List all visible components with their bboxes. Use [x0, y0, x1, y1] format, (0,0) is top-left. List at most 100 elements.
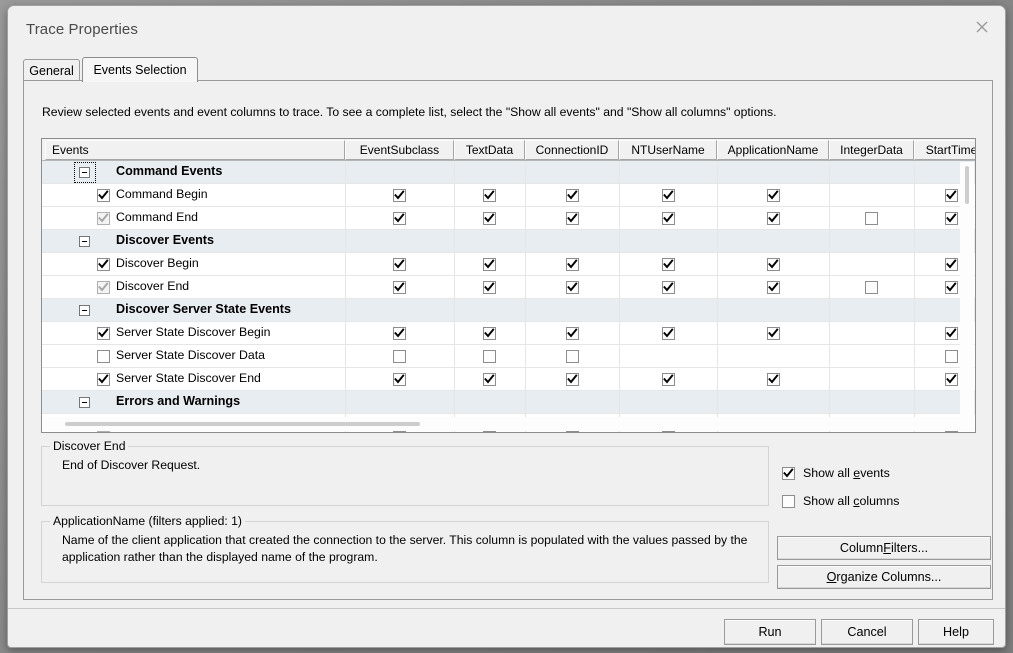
column-header-ntusername[interactable]: NTUserName [619, 140, 717, 160]
column-checkbox-connectionid[interactable] [565, 281, 579, 294]
show-all-events-checkbox[interactable] [782, 467, 795, 480]
column-checkbox-applicationname[interactable] [766, 281, 780, 294]
column-checkbox-ntusername[interactable] [661, 327, 675, 340]
run-button[interactable]: Run [724, 619, 816, 645]
column-header-applicationname[interactable]: ApplicationName [717, 140, 829, 160]
column-checkbox-textdata[interactable] [483, 212, 496, 225]
column-checkbox-textdata[interactable] [483, 281, 496, 294]
event-group-row[interactable]: Discover Events [42, 230, 975, 253]
horizontal-scroll-thumb[interactable] [65, 422, 420, 426]
column-header-events[interactable]: Events [45, 140, 345, 160]
column-header-starttime[interactable]: StartTime [914, 140, 975, 160]
cell-separator [619, 161, 620, 184]
collapse-expander-icon[interactable] [79, 236, 90, 247]
column-checkbox-textdata[interactable] [483, 189, 496, 202]
column-checkbox-textdata[interactable] [483, 327, 496, 340]
collapse-expander-icon[interactable] [79, 397, 90, 408]
column-checkbox-starttime[interactable] [945, 373, 958, 386]
collapse-expander-icon[interactable] [79, 305, 90, 316]
footer-separator [8, 608, 1005, 609]
column-checkbox-connectionid[interactable] [565, 327, 579, 340]
event-row[interactable]: Server State Discover Begin [42, 322, 975, 345]
grid-horizontal-scrollbar[interactable] [43, 417, 961, 431]
vertical-scroll-thumb[interactable] [965, 166, 969, 204]
column-checkbox-ntusername[interactable] [661, 189, 675, 202]
column-checkbox-textdata[interactable] [483, 258, 496, 271]
column-checkbox-ntusername[interactable] [661, 258, 675, 271]
event-name-label: Server State Discover Data [116, 348, 265, 362]
events-grid[interactable]: Events EventSubclass TextData ConnectionID N… [41, 138, 976, 433]
show-all-columns-checkbox[interactable] [782, 495, 795, 508]
cell-separator [717, 322, 718, 345]
cell-separator [525, 207, 526, 230]
help-button[interactable]: Help [918, 619, 994, 645]
event-enabled-checkbox[interactable] [97, 373, 110, 386]
column-checkbox-ntusername[interactable] [661, 212, 675, 225]
event-row[interactable]: Command End [42, 207, 975, 230]
column-header-eventsubclass[interactable]: EventSubclass [345, 140, 454, 160]
column-checkbox-applicationname[interactable] [766, 258, 780, 271]
column-checkbox-starttime[interactable] [945, 258, 958, 271]
title-bar: Trace Properties [8, 6, 1005, 50]
cell-separator [525, 299, 526, 322]
column-checkbox-textdata[interactable] [483, 350, 496, 363]
column-header-integerdata[interactable]: IntegerData [829, 140, 914, 160]
column-checkbox-eventsubclass[interactable] [393, 189, 406, 202]
event-group-row[interactable]: Errors and Warnings [42, 391, 975, 414]
cancel-button[interactable]: Cancel [821, 619, 913, 645]
event-enabled-checkbox[interactable] [97, 350, 110, 363]
column-checkbox-connectionid[interactable] [565, 350, 579, 363]
tab-general[interactable]: General [23, 59, 80, 81]
event-row[interactable]: Server State Discover Data [42, 345, 975, 368]
event-row[interactable]: Command Begin [42, 184, 975, 207]
column-header-textdata[interactable]: TextData [454, 140, 525, 160]
column-checkbox-connectionid[interactable] [565, 212, 579, 225]
column-checkbox-starttime[interactable] [945, 327, 958, 340]
event-description-text: End of Discover Request. [62, 458, 201, 472]
event-group-row[interactable]: Discover Server State Events [42, 299, 975, 322]
event-row[interactable]: Discover Begin [42, 253, 975, 276]
column-checkbox-eventsubclass[interactable] [393, 212, 406, 225]
event-enabled-checkbox[interactable] [97, 327, 110, 340]
column-checkbox-applicationname[interactable] [766, 189, 780, 202]
column-checkbox-ntusername[interactable] [661, 281, 675, 294]
cell-separator [454, 322, 455, 345]
event-enabled-checkbox [97, 281, 110, 294]
column-checkbox-starttime[interactable] [945, 189, 958, 202]
cell-separator [619, 184, 620, 207]
close-icon[interactable] [959, 6, 1005, 48]
column-checkbox-integerdata[interactable] [865, 212, 878, 225]
event-enabled-checkbox[interactable] [97, 258, 110, 271]
cell-separator [619, 345, 620, 368]
event-enabled-checkbox[interactable] [97, 189, 110, 202]
column-checkbox-starttime[interactable] [945, 212, 958, 225]
intro-text: Review selected events and event columns… [42, 105, 777, 119]
column-checkbox-ntusername[interactable] [661, 373, 675, 386]
column-checkbox-eventsubclass[interactable] [393, 258, 406, 271]
column-checkbox-eventsubclass[interactable] [393, 327, 406, 340]
column-checkbox-connectionid[interactable] [565, 373, 579, 386]
column-header-connectionid[interactable]: ConnectionID [525, 140, 619, 160]
column-checkbox-applicationname[interactable] [766, 327, 780, 340]
column-checkbox-connectionid[interactable] [565, 258, 579, 271]
tab-events-selection[interactable]: Events Selection [82, 57, 198, 82]
collapse-expander-icon[interactable] [79, 167, 90, 178]
column-checkbox-connectionid[interactable] [565, 189, 579, 202]
column-checkbox-integerdata[interactable] [865, 281, 878, 294]
column-checkbox-eventsubclass[interactable] [393, 373, 406, 386]
column-checkbox-starttime[interactable] [945, 350, 958, 363]
column-checkbox-eventsubclass[interactable] [393, 281, 406, 294]
column-checkbox-applicationname[interactable] [766, 373, 780, 386]
event-group-row[interactable]: Command Events [42, 161, 975, 184]
column-checkbox-textdata[interactable] [483, 373, 496, 386]
column-checkbox-applicationname[interactable] [766, 212, 780, 225]
cell-separator [829, 253, 830, 276]
event-row[interactable]: Server State Discover End [42, 368, 975, 391]
grid-vertical-scrollbar[interactable] [960, 162, 974, 418]
event-row[interactable]: Discover End [42, 276, 975, 299]
column-checkbox-eventsubclass[interactable] [393, 350, 406, 363]
cell-separator [454, 184, 455, 207]
column-checkbox-starttime[interactable] [945, 281, 958, 294]
